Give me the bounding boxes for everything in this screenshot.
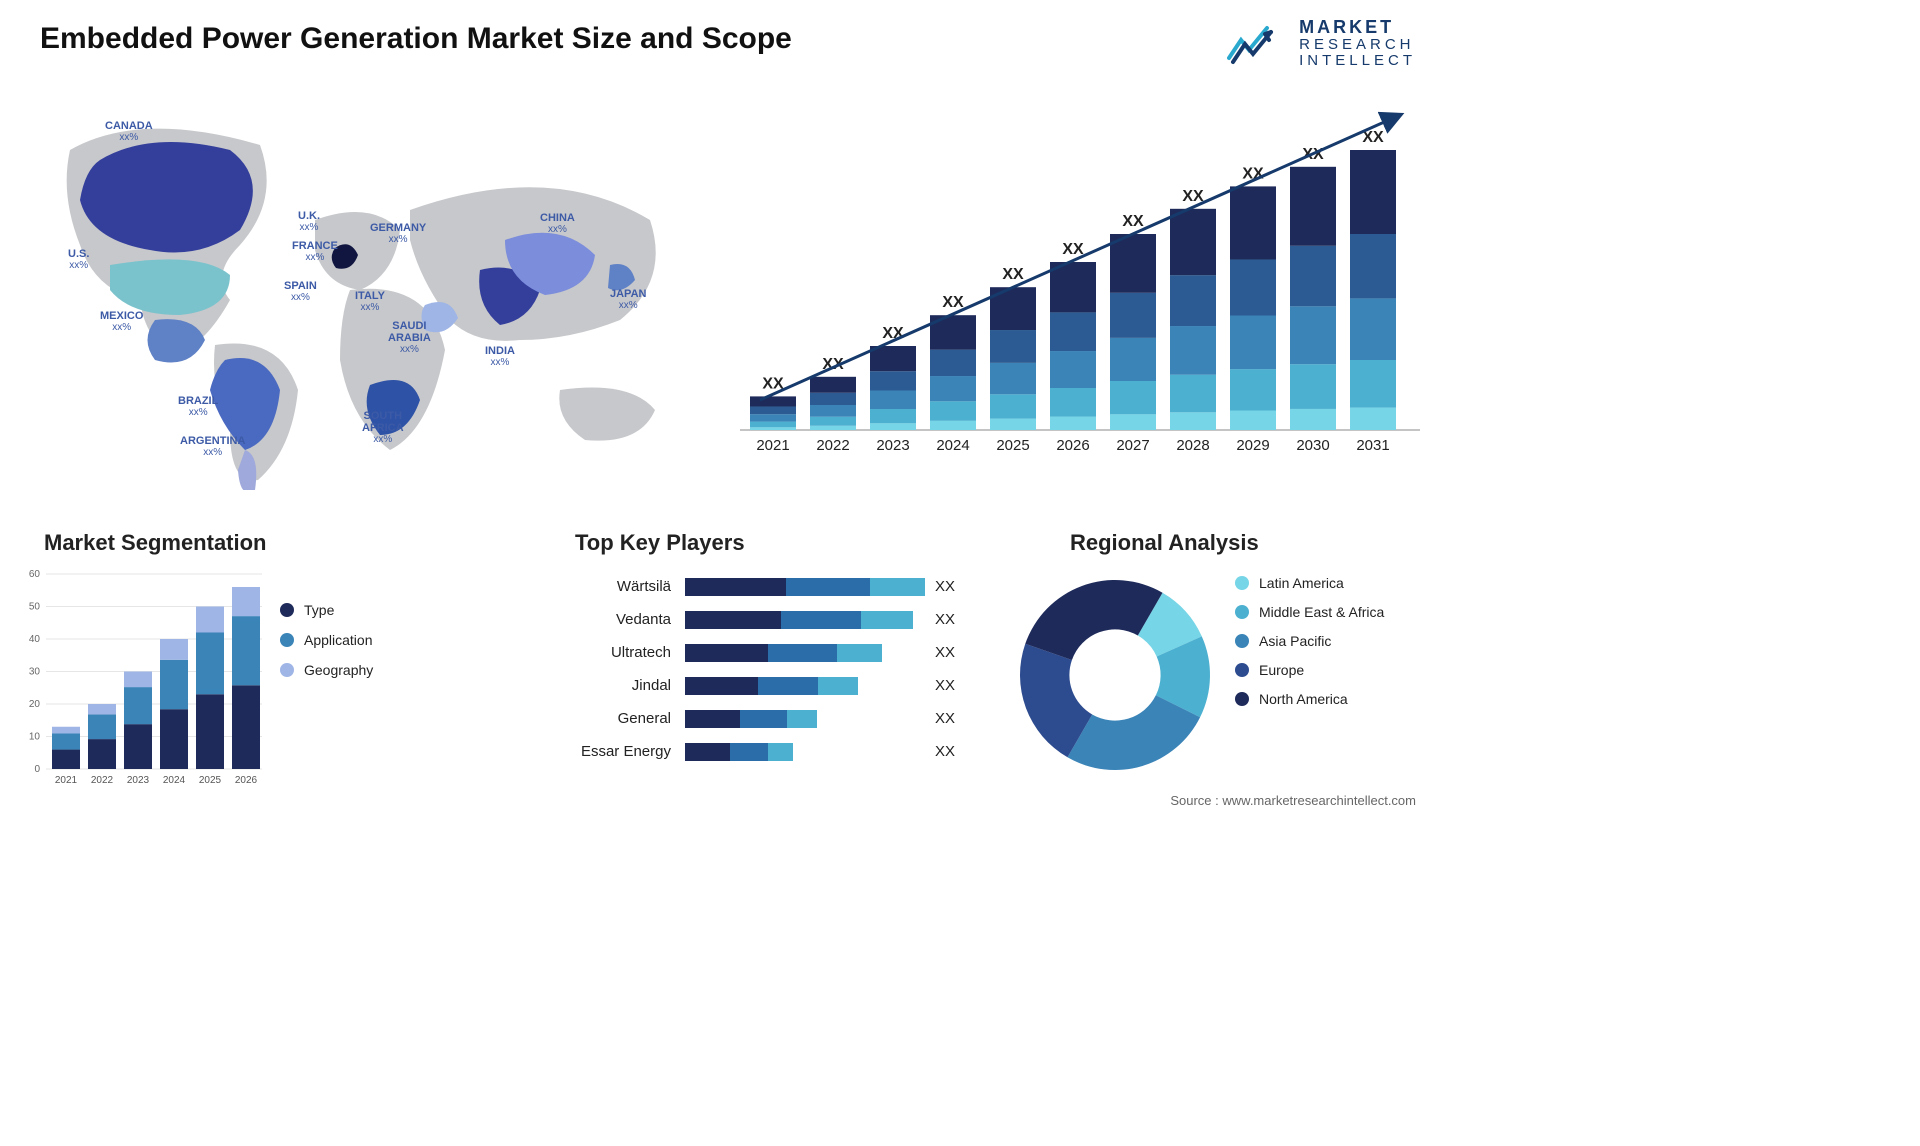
brand-logo: MARKET RESEARCH INTELLECT (1227, 18, 1416, 68)
legend-item: Application (280, 632, 373, 648)
svg-text:2024: 2024 (936, 437, 969, 454)
key-player-row: UltratechXX (575, 636, 985, 669)
svg-text:XX: XX (1062, 241, 1084, 258)
legend-item: Geography (280, 662, 373, 678)
logo-text-3: INTELLECT (1299, 53, 1416, 69)
map-label: CANADAxx% (105, 120, 153, 143)
segmentation-chart: 0 10 20 30 40 50 60 2021 2022 2023 2024 2025 2026 (20, 566, 270, 796)
logo-text-1: MARKET (1299, 18, 1416, 37)
legend-item: Asia Pacific (1235, 633, 1384, 649)
heading-regional: Regional Analysis (1070, 530, 1259, 556)
svg-text:50: 50 (29, 602, 41, 613)
svg-text:2023: 2023 (876, 437, 909, 454)
logo-text-2: RESEARCH (1299, 37, 1416, 53)
regional-legend: Latin America Middle East & Africa Asia Pa… (1235, 575, 1384, 720)
map-label: ARGENTINAxx% (180, 435, 245, 458)
page-title: Embedded Power Generation Market Size an… (40, 22, 792, 56)
map-label: GERMANYxx% (370, 222, 426, 245)
svg-text:2025: 2025 (199, 775, 222, 786)
svg-text:XX: XX (1002, 266, 1024, 283)
map-label: JAPANxx% (610, 288, 646, 311)
key-player-row: WärtsiläXX (575, 570, 985, 603)
svg-text:2028: 2028 (1176, 437, 1209, 454)
legend-item: North America (1235, 691, 1384, 707)
svg-text:2023: 2023 (127, 775, 150, 786)
svg-text:2022: 2022 (816, 437, 849, 454)
map-label: U.K.xx% (298, 210, 320, 233)
map-label: SPAINxx% (284, 280, 317, 303)
svg-text:2029: 2029 (1236, 437, 1269, 454)
source-text: Source : www.marketresearchintellect.com (1170, 793, 1416, 808)
map-label: BRAZILxx% (178, 395, 218, 418)
legend-item: Europe (1235, 662, 1384, 678)
svg-text:2021: 2021 (55, 775, 78, 786)
svg-text:2027: 2027 (1116, 437, 1149, 454)
regional-donut (1010, 570, 1220, 780)
svg-text:2026: 2026 (1056, 437, 1089, 454)
legend-item: Type (280, 602, 373, 618)
svg-text:40: 40 (29, 634, 41, 645)
svg-text:2030: 2030 (1296, 437, 1329, 454)
svg-text:20: 20 (29, 699, 41, 710)
svg-text:XX: XX (942, 294, 964, 311)
main-bar-chart: XX2021XX2022XX2023XX2024XX2025XX2026XX20… (740, 100, 1420, 470)
segmentation-legend: Type Application Geography (280, 602, 373, 692)
svg-text:30: 30 (29, 667, 41, 678)
svg-text:2025: 2025 (996, 437, 1029, 454)
heading-segmentation: Market Segmentation (44, 530, 267, 556)
key-player-row: Essar EnergyXX (575, 735, 985, 768)
key-player-row: GeneralXX (575, 702, 985, 735)
map-label: FRANCExx% (292, 240, 338, 263)
svg-text:2024: 2024 (163, 775, 186, 786)
svg-text:XX: XX (1122, 213, 1144, 230)
legend-item: Middle East & Africa (1235, 604, 1384, 620)
svg-text:2031: 2031 (1356, 437, 1389, 454)
svg-text:60: 60 (29, 569, 41, 580)
key-players-chart: WärtsiläXXVedantaXXUltratechXXJindalXXGe… (575, 570, 985, 768)
logo-mark-icon (1227, 20, 1287, 66)
map-label: SOUTHAFRICAxx% (362, 410, 404, 445)
map-label: U.S.xx% (68, 248, 89, 271)
svg-text:2021: 2021 (756, 437, 789, 454)
svg-text:0: 0 (34, 764, 40, 775)
svg-text:2022: 2022 (91, 775, 114, 786)
map-label: ITALYxx% (355, 290, 385, 313)
heading-key-players: Top Key Players (575, 530, 745, 556)
key-player-row: JindalXX (575, 669, 985, 702)
svg-text:2026: 2026 (235, 775, 258, 786)
svg-text:10: 10 (29, 732, 41, 743)
world-map: CANADAxx% U.S.xx% MEXICOxx% BRAZILxx% ARGENT… (30, 90, 710, 490)
map-label: INDIAxx% (485, 345, 515, 368)
map-label: SAUDIARABIAxx% (388, 320, 431, 355)
map-label: CHINAxx% (540, 212, 575, 235)
map-label: MEXICOxx% (100, 310, 143, 333)
legend-item: Latin America (1235, 575, 1384, 591)
key-player-row: VedantaXX (575, 603, 985, 636)
